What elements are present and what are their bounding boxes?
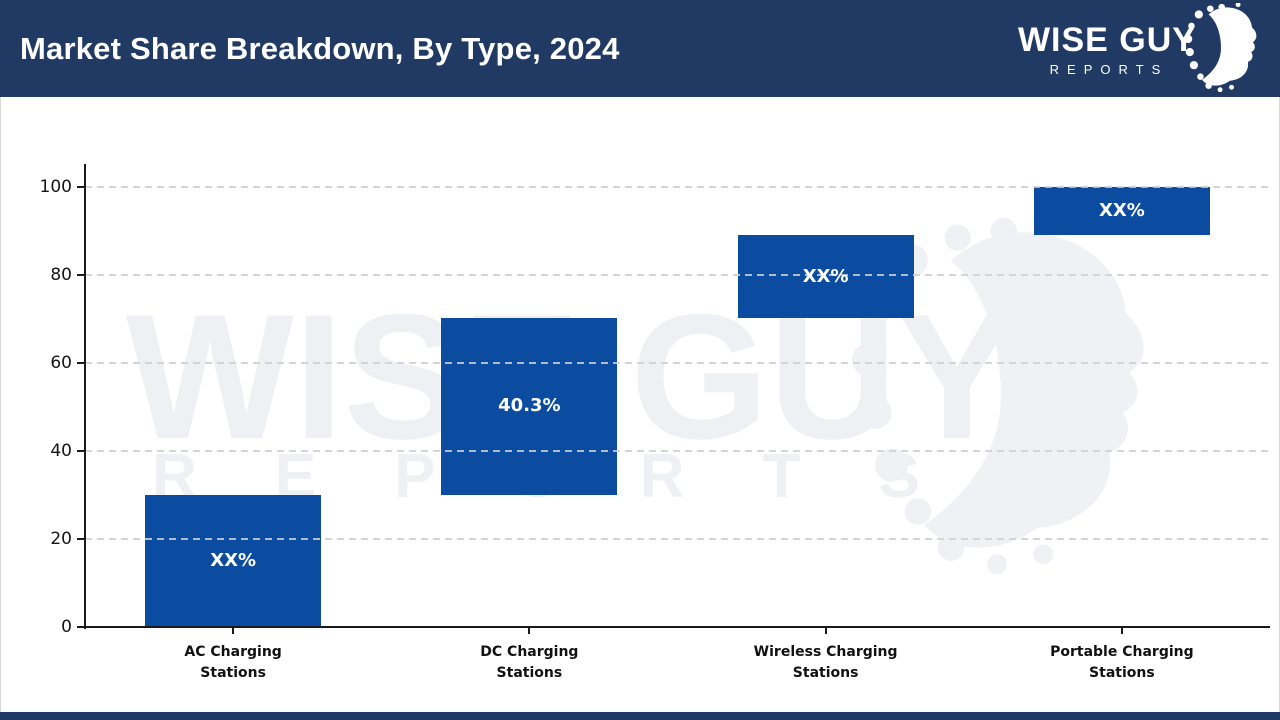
header-bar: Market Share Breakdown, By Type, 2024 WI… bbox=[0, 0, 1280, 97]
gridline bbox=[85, 362, 1270, 364]
bar-value-label: 40.3% bbox=[498, 395, 561, 417]
bar-value-label: XX% bbox=[802, 265, 849, 287]
gridline bbox=[85, 538, 1270, 540]
gridline bbox=[85, 450, 1270, 452]
wiseguy-head-icon bbox=[1182, 2, 1268, 97]
x-tick-mark bbox=[1120, 628, 1123, 634]
y-tick-mark bbox=[77, 362, 84, 364]
x-category-label: Wireless Charging Stations bbox=[753, 644, 898, 681]
logo-text: WISE GUY REPORTS bbox=[1018, 23, 1196, 77]
logo-brand-text: WISE GUY bbox=[1017, 21, 1196, 59]
bar-segment bbox=[441, 317, 618, 495]
y-tick-label: 60 bbox=[50, 353, 72, 373]
y-tick-label: 80 bbox=[50, 265, 72, 285]
y-tick-mark bbox=[77, 626, 84, 628]
bar-segment bbox=[737, 235, 914, 318]
page-title: Market Share Breakdown, By Type, 2024 bbox=[20, 30, 620, 66]
y-tick-label: 40 bbox=[50, 441, 72, 461]
left-border bbox=[0, 97, 1, 720]
y-tick-label: 100 bbox=[39, 177, 72, 197]
wiseguy-logo: WISE GUY REPORTS bbox=[1008, 2, 1268, 97]
x-tick-mark bbox=[824, 628, 827, 634]
y-tick-mark bbox=[77, 186, 84, 188]
x-axis-line bbox=[84, 626, 1270, 628]
x-category-label: Portable Charging Stations bbox=[1050, 644, 1194, 681]
bar-value-label: XX% bbox=[210, 550, 257, 571]
y-axis-line bbox=[84, 164, 86, 629]
bar-segment bbox=[145, 495, 322, 627]
bar-value-label: XX% bbox=[1098, 200, 1145, 222]
y-tick-label: 0 bbox=[61, 617, 72, 637]
y-tick-mark bbox=[77, 274, 84, 276]
gridline bbox=[85, 274, 1270, 276]
bar-segment bbox=[1033, 187, 1210, 236]
y-tick-label: 20 bbox=[50, 529, 72, 549]
y-tick-mark bbox=[77, 450, 84, 452]
x-category-label: DC Charging Stations bbox=[480, 644, 579, 681]
x-tick-mark bbox=[232, 628, 235, 634]
logo-sub-text: REPORTS bbox=[1049, 62, 1169, 77]
y-tick-mark bbox=[77, 538, 84, 540]
footer-bar bbox=[0, 712, 1280, 720]
x-category-label: AC Charging Stations bbox=[184, 644, 282, 681]
x-tick-mark bbox=[528, 628, 531, 634]
gridline bbox=[85, 186, 1270, 188]
